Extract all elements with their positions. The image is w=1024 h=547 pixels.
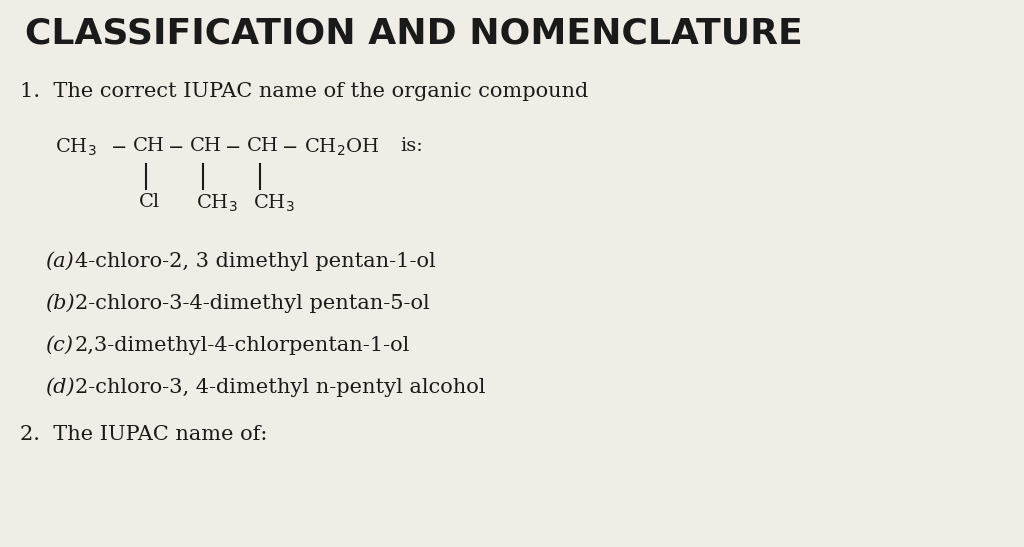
Text: $-$: $-$ xyxy=(224,137,241,155)
Text: (c): (c) xyxy=(45,336,73,355)
Text: 2-chloro-3-4-dimethyl pentan-5-ol: 2-chloro-3-4-dimethyl pentan-5-ol xyxy=(75,294,430,313)
Text: CH$_3$: CH$_3$ xyxy=(253,193,295,214)
Text: CH$_3$: CH$_3$ xyxy=(55,137,96,158)
Text: 2.  The IUPAC name of:: 2. The IUPAC name of: xyxy=(20,425,267,444)
Text: CLASSIFICATION AND NOMENCLATURE: CLASSIFICATION AND NOMENCLATURE xyxy=(25,17,803,51)
Text: Cl: Cl xyxy=(139,193,160,211)
Text: (a): (a) xyxy=(45,252,74,271)
Text: 4-chloro-2, 3 dimethyl pentan-1-ol: 4-chloro-2, 3 dimethyl pentan-1-ol xyxy=(75,252,436,271)
Text: 2,3-dimethyl-4-chlorpentan-1-ol: 2,3-dimethyl-4-chlorpentan-1-ol xyxy=(75,336,411,355)
Text: (b): (b) xyxy=(45,294,75,313)
Text: CH$_3$: CH$_3$ xyxy=(196,193,238,214)
Text: (d): (d) xyxy=(45,378,75,397)
Text: $-$: $-$ xyxy=(281,137,297,155)
Text: 2-chloro-3, 4-dimethyl n-pentyl alcohol: 2-chloro-3, 4-dimethyl n-pentyl alcohol xyxy=(75,378,485,397)
Text: CH: CH xyxy=(190,137,222,155)
Text: $-$: $-$ xyxy=(167,137,183,155)
Text: CH: CH xyxy=(247,137,279,155)
Text: $-$: $-$ xyxy=(110,137,126,155)
Text: CH: CH xyxy=(133,137,165,155)
Text: is:: is: xyxy=(400,137,423,155)
Text: CH$_2$OH: CH$_2$OH xyxy=(304,137,379,158)
Text: 1.  The correct IUPAC name of the organic compound: 1. The correct IUPAC name of the organic… xyxy=(20,82,588,101)
